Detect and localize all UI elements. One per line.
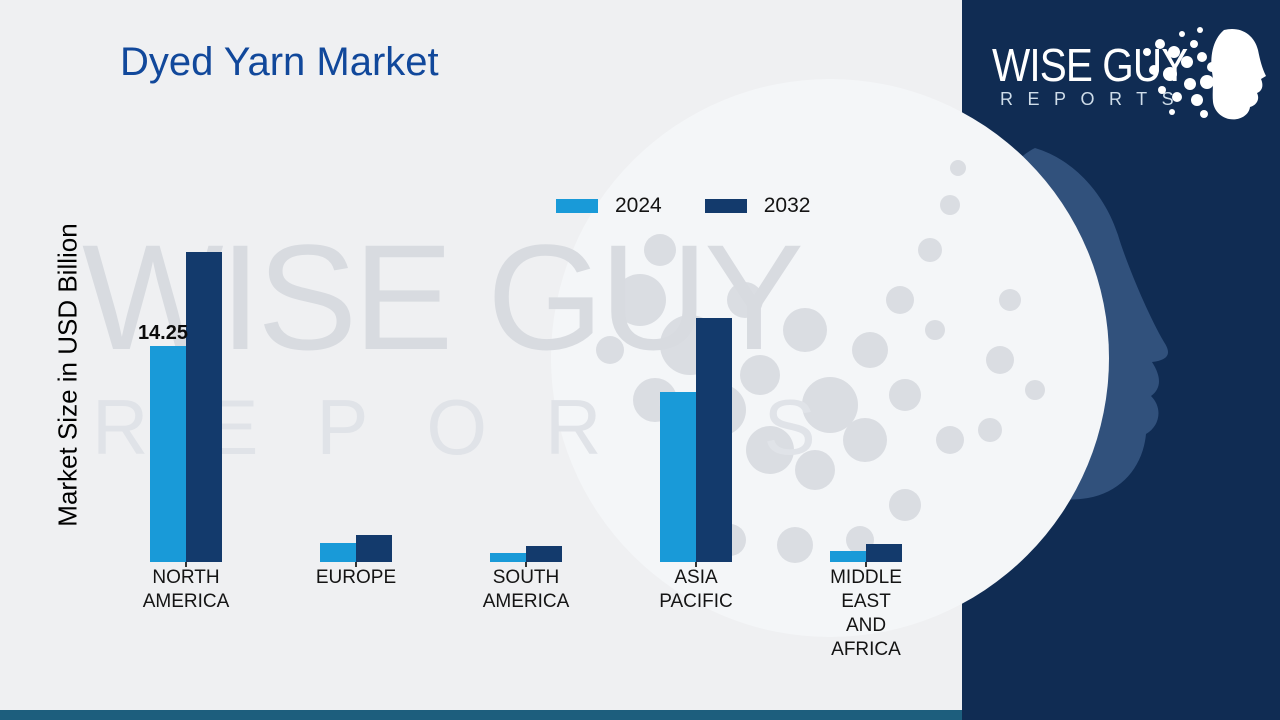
category-label-asia-pacific: ASIA PACIFIC <box>621 566 771 614</box>
category-label-north-america: NORTH AMERICA <box>111 566 261 614</box>
bar-2024-europe <box>320 543 356 562</box>
x-axis-tick-europe <box>355 562 357 567</box>
category-label-line: AFRICA <box>831 639 901 660</box>
brand-face-icon <box>1143 27 1266 120</box>
bar-2024-asia-pacific <box>660 392 696 562</box>
category-label-line: MIDDLE <box>830 567 902 588</box>
category-label-line: PACIFIC <box>659 591 733 612</box>
bar-2032-north-america <box>186 252 222 562</box>
legend-swatch-2024 <box>556 199 598 213</box>
bar-2032-europe <box>356 534 392 562</box>
bar-2024-north-america <box>150 346 186 562</box>
category-label-south-america: SOUTH AMERICA <box>451 566 601 614</box>
category-label-line: AND <box>845 615 887 636</box>
chart-legend: 2024 2032 <box>556 193 810 219</box>
category-label-line: EUROPE <box>315 567 397 588</box>
bar-2032-asia-pacific <box>696 317 732 562</box>
category-label-europe: EUROPE <box>281 566 431 590</box>
category-label-line: NORTH <box>152 567 220 588</box>
bar-2032-south-america <box>526 546 562 562</box>
legend-label-2024: 2024 <box>615 194 662 217</box>
category-label-middle-east-and-africa: MIDDLE EAST AND AFRICA <box>791 566 941 662</box>
category-label-line: AMERICA <box>482 591 570 612</box>
bar-2024-middle-east-and-africa <box>830 550 866 562</box>
bar-2024-south-america <box>490 552 526 562</box>
legend-item-2024: 2024 <box>556 194 662 218</box>
legend-label-2032: 2032 <box>763 194 811 217</box>
legend-swatch-2032 <box>704 199 747 213</box>
x-axis-tick-north-america <box>185 562 187 567</box>
category-label-line: ASIA <box>674 567 718 588</box>
category-label-line: AMERICA <box>142 591 230 612</box>
bar-2032-middle-east-and-africa <box>866 543 902 562</box>
legend-item-2032: 2032 <box>704 194 811 218</box>
category-label-line: EAST <box>841 591 891 612</box>
y-axis-label: Market Size in USD Billion <box>52 223 83 527</box>
x-axis-tick-south-america <box>525 562 527 567</box>
category-label-line: SOUTH <box>492 567 560 588</box>
value-label-north-america: 14.25 <box>137 322 188 344</box>
page-title: Dyed Yarn Market <box>120 40 439 84</box>
